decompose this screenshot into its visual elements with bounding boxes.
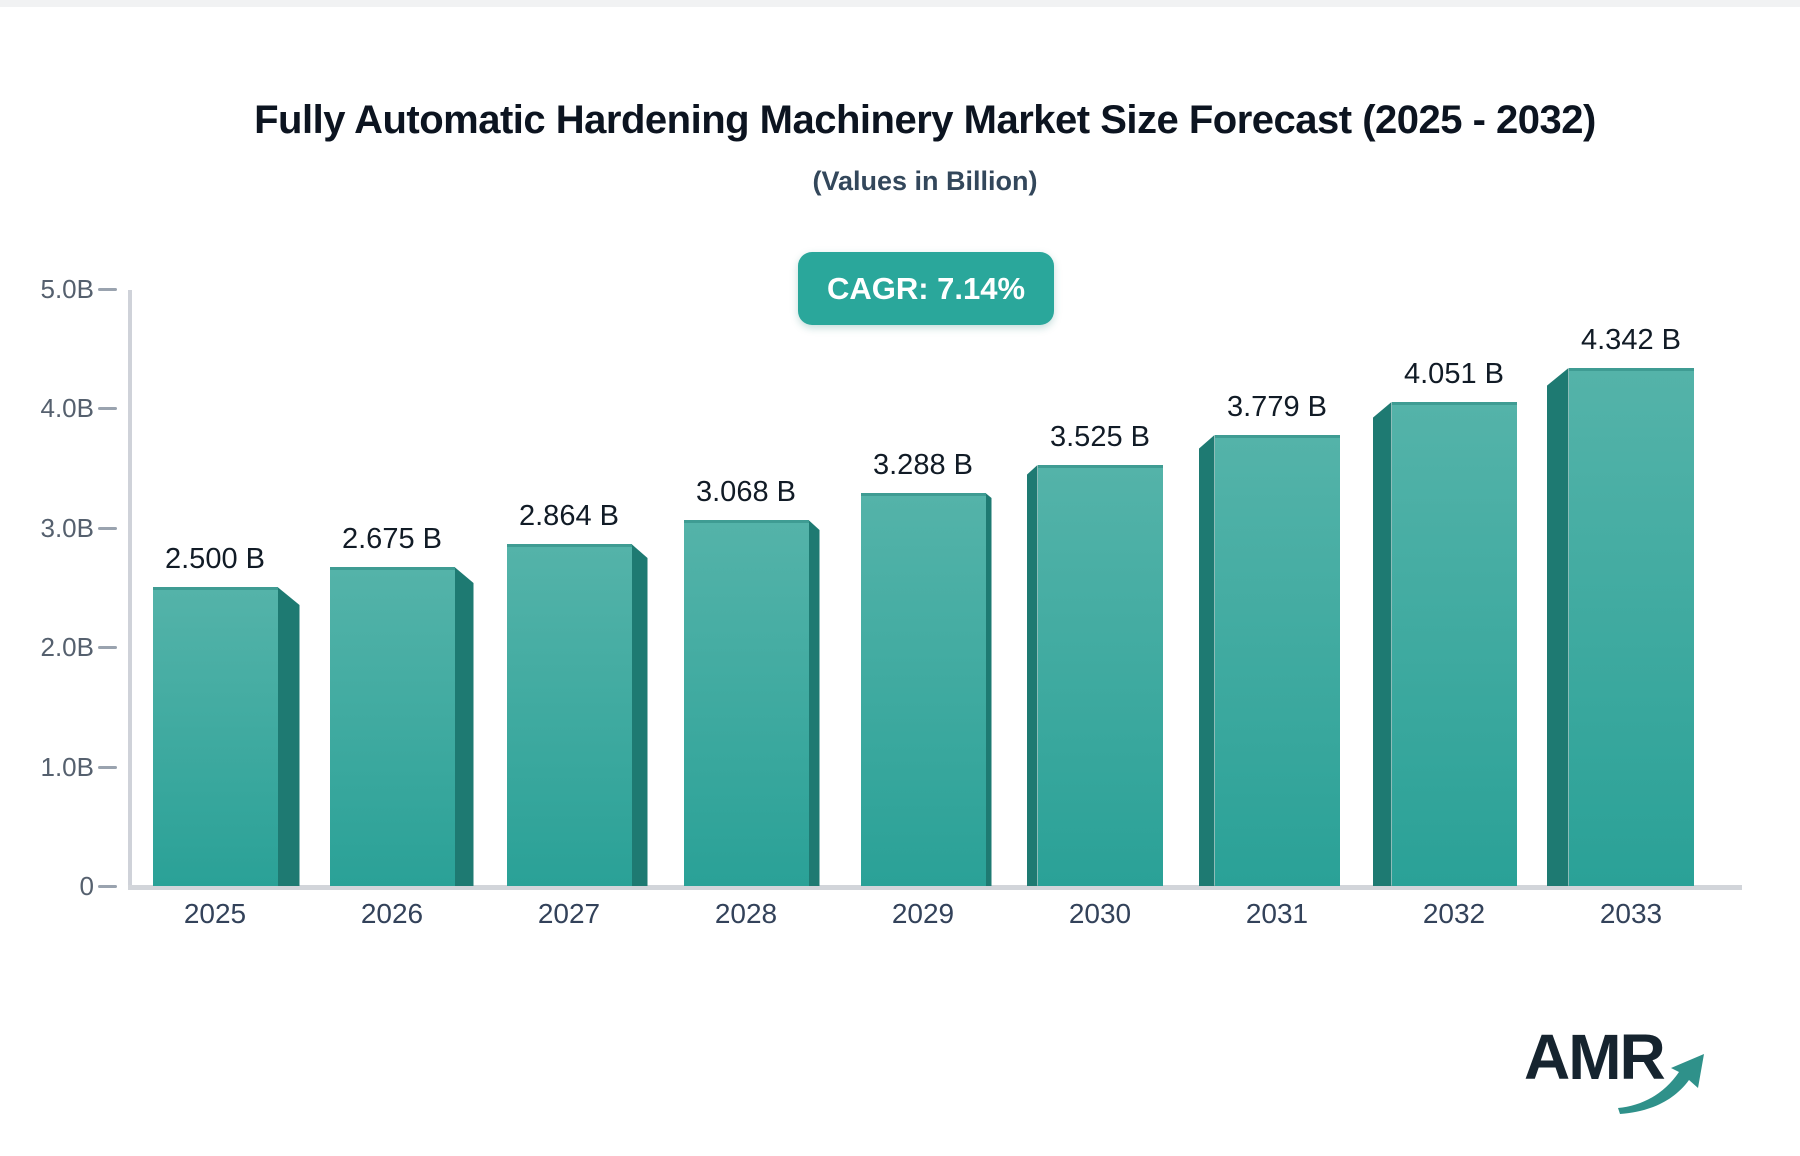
bar <box>506 544 632 886</box>
y-tick-label: 4.0B <box>40 393 95 423</box>
bar-side-face <box>631 544 648 886</box>
y-tick-mark <box>98 527 117 530</box>
bar-side-face <box>808 520 820 886</box>
y-tick-label: 2.0B <box>40 632 95 662</box>
bar <box>1214 435 1340 886</box>
chart-subtitle: (Values in Billion) <box>812 166 1038 196</box>
bar-value-label: 4.342 B <box>1581 324 1681 356</box>
bar-side-face <box>1198 435 1215 886</box>
x-axis-category-label: 2025 <box>183 898 247 929</box>
x-axis-category-label: 2026 <box>360 898 424 929</box>
y-tick-mark <box>98 288 117 291</box>
bar <box>860 493 986 886</box>
growth-arrow-icon <box>1618 1054 1704 1114</box>
y-tick-mark <box>98 885 117 888</box>
page-top-strip <box>0 0 1800 7</box>
bar-value-label: 3.288 B <box>873 449 973 481</box>
y-tick-label: 3.0B <box>40 513 95 543</box>
x-axis-category-label: 2027 <box>537 898 601 929</box>
bar-value-label: 4.051 B <box>1404 358 1504 390</box>
bar-side-face <box>1372 402 1392 886</box>
x-axis-category-label: 2033 <box>1599 898 1663 929</box>
bar-side-face <box>985 493 992 886</box>
bar-value-label: 2.500 B <box>165 543 265 575</box>
bar <box>1568 368 1694 886</box>
x-axis-category-label: 2030 <box>1068 898 1132 929</box>
bar-side-face <box>1026 465 1038 886</box>
bar-value-label: 3.525 B <box>1050 421 1150 453</box>
y-tick-label: 5.0B <box>40 274 95 304</box>
amr-logo-text: AMR <box>1524 1021 1666 1093</box>
bar-value-label: 3.068 B <box>696 476 796 508</box>
bar <box>152 587 278 886</box>
amr-logo: AMR <box>1524 1022 1714 1122</box>
bar-value-label: 3.779 B <box>1227 391 1327 423</box>
x-axis-category-label: 2028 <box>714 898 778 929</box>
bar-side-face <box>277 587 300 886</box>
bar-value-label: 2.675 B <box>342 523 442 555</box>
bar <box>329 567 455 886</box>
cagr-badge-label: CAGR: 7.14% <box>826 270 1026 306</box>
y-tick-mark <box>98 646 117 649</box>
x-axis-line <box>128 885 1742 890</box>
bar <box>683 520 809 886</box>
bar-side-face <box>1546 368 1569 886</box>
cagr-badge: CAGR: 7.14% <box>798 252 1054 325</box>
y-tick-label: 0 <box>79 871 94 901</box>
y-tick-mark <box>98 407 117 410</box>
x-axis-category-label: 2032 <box>1422 898 1486 929</box>
chart-title: Fully Automatic Hardening Machinery Mark… <box>254 98 1596 142</box>
bar-value-label: 2.864 B <box>519 500 619 532</box>
bar-side-face <box>454 567 474 886</box>
y-tick-mark <box>98 766 117 769</box>
bar <box>1391 402 1517 886</box>
x-axis-category-label: 2029 <box>891 898 955 929</box>
y-tick-label: 1.0B <box>40 752 95 782</box>
y-axis-line <box>128 290 132 890</box>
bar <box>1037 465 1163 886</box>
x-axis-category-label: 2031 <box>1245 898 1309 929</box>
